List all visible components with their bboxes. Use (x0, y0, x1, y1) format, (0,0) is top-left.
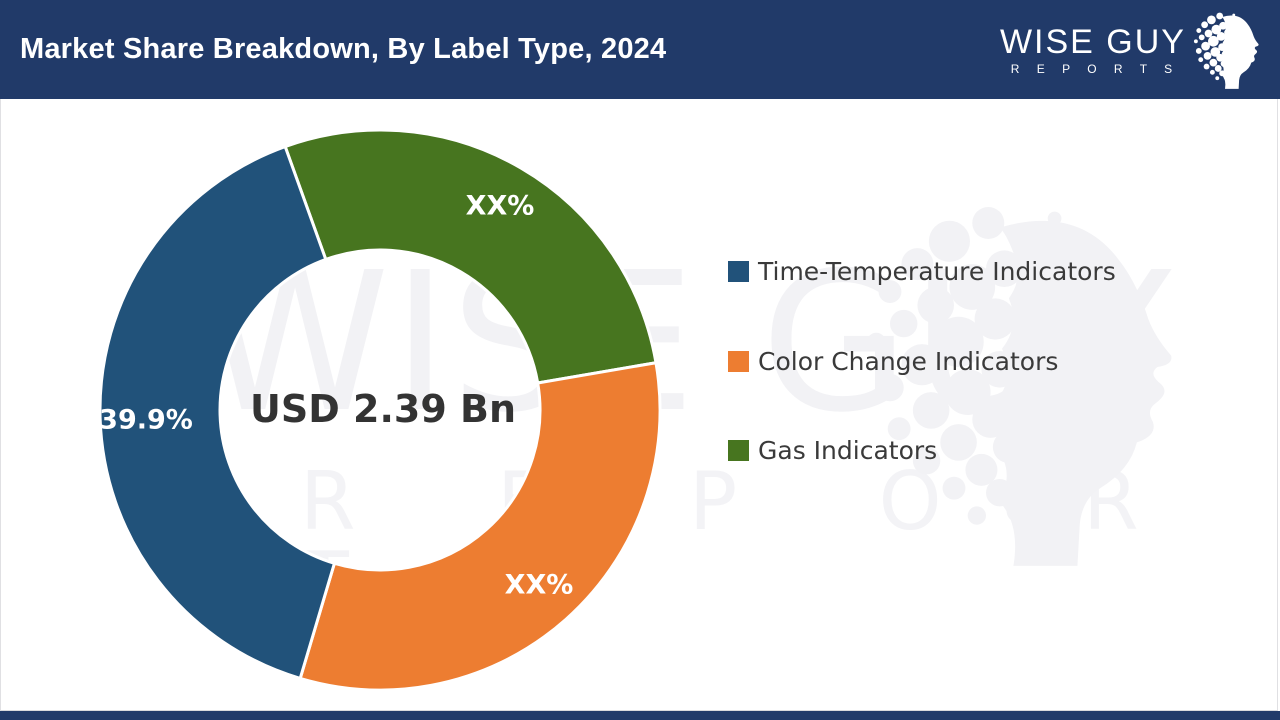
brand-subtitle-text: R E P O R T S (1010, 61, 1180, 76)
legend-swatch-time-temperature (728, 261, 749, 283)
brand-wordmark: WISE GUY R E P O R T S (1000, 25, 1186, 75)
slice-label-time-temperature-indicators: 39.9% (99, 404, 193, 436)
slice-label-gas-indicators: XX% (465, 190, 535, 222)
legend-label-color-change: Color Change Indicators (758, 346, 1059, 376)
footer-bar (0, 711, 1280, 720)
page-title: Market Share Breakdown, By Label Type, 2… (20, 33, 667, 65)
wiseguy-face-icon (1192, 11, 1260, 89)
slice-color-change-indicators (298, 361, 662, 692)
donut-chart (98, 128, 662, 692)
legend: Time-Temperature Indicators Color Change… (728, 258, 1116, 465)
header-bar: Market Share Breakdown, By Label Type, 2… (0, 0, 1280, 99)
legend-swatch-color-change (728, 350, 749, 372)
legend-label-gas: Gas Indicators (758, 436, 938, 465)
legend-item-gas: Gas Indicators (728, 437, 1116, 465)
slice-label-color-change-indicators: XX% (504, 569, 574, 601)
slice-time-temperature-indicators (98, 145, 336, 680)
brand-name-text: WISE GUY (999, 22, 1186, 61)
slice-gas-indicators (283, 128, 658, 385)
legend-label-time-temperature: Time-Temperature Indicators (758, 257, 1116, 286)
legend-swatch-gas (728, 440, 749, 462)
brand-logo: WISE GUY R E P O R T S (1000, 11, 1260, 89)
legend-item-time-temperature: Time-Temperature Indicators (728, 258, 1116, 286)
donut-center-label: USD 2.39 Bn (250, 387, 516, 431)
legend-item-color-change: Color Change Indicators (728, 346, 1116, 376)
